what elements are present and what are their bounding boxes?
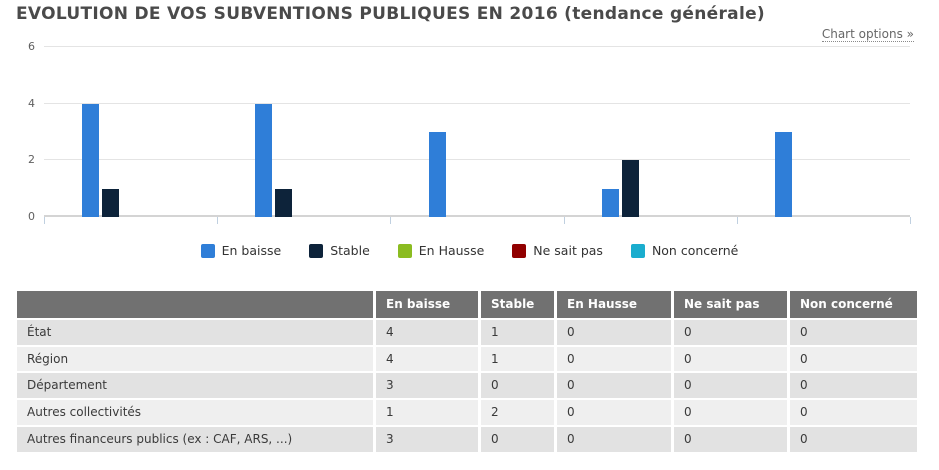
table-cell: 0 xyxy=(557,373,671,399)
legend-label: Ne sait pas xyxy=(533,243,603,258)
legend-item[interactable]: Ne sait pas xyxy=(512,243,603,258)
bar-groups xyxy=(44,47,910,217)
table-cell: 0 xyxy=(790,426,917,452)
bar-stable[interactable] xyxy=(275,188,293,217)
table-cell: 0 xyxy=(557,426,671,452)
table-cell: 0 xyxy=(674,426,787,452)
row-label: Autres collectivités xyxy=(17,400,373,425)
row-label: Région xyxy=(17,346,373,372)
legend-label: En baisse xyxy=(221,243,282,258)
table-row: Département 3 0 0 0 0 xyxy=(17,373,917,399)
table-header: En baisse Stable En Hausse Ne sait pas Non c… xyxy=(17,291,917,318)
chart-legend: En baisse Stable En Hausse Ne sait pas Non c… xyxy=(0,243,939,258)
data-table: En baisse Stable En Hausse Ne sait pas Non c… xyxy=(14,289,920,454)
x-axis-tick xyxy=(736,217,738,224)
table-row: Autres financeurs publics (ex : CAF, ARS… xyxy=(17,426,917,452)
legend-label: Non concerné xyxy=(651,243,739,258)
gridline xyxy=(44,102,910,104)
table-row: État 4 1 0 0 0 xyxy=(17,319,917,345)
bar-en-baisse[interactable] xyxy=(601,188,619,217)
table-cell: 2 xyxy=(481,400,554,425)
plot-area: 0 2 4 6 xyxy=(28,41,911,224)
bar-chart: 0 2 4 6 xyxy=(0,40,939,236)
legend-label: Stable xyxy=(330,243,370,258)
legend-swatch xyxy=(630,243,645,258)
bar-group-2 xyxy=(217,47,390,217)
x-axis-tick xyxy=(390,217,392,224)
legend-label: En Hausse xyxy=(418,243,485,258)
row-label: Département xyxy=(17,373,373,399)
x-axis-tick xyxy=(910,217,911,224)
x-axis-line xyxy=(44,215,910,217)
x-axis-tick xyxy=(44,217,45,224)
table-cell: 0 xyxy=(557,400,671,425)
table-cell: 0 xyxy=(790,400,917,425)
table-cell: 1 xyxy=(481,346,554,372)
gridline xyxy=(44,46,910,47)
table-cell: 0 xyxy=(790,373,917,399)
y-axis-label: 2 xyxy=(28,153,35,167)
row-label: État xyxy=(17,319,373,345)
page-title: EVOLUTION DE VOS SUBVENTIONS PUBLIQUES E… xyxy=(16,4,765,24)
legend-item[interactable]: Stable xyxy=(309,243,370,258)
table-cell: 3 xyxy=(376,373,478,399)
y-axis-label: 0 xyxy=(28,210,35,223)
table-body: État 4 1 0 0 0 Région 4 1 0 0 0 Département 3 0 0 0 0 Autr… xyxy=(17,319,917,452)
column-header-empty xyxy=(17,291,373,318)
table-cell: 1 xyxy=(376,400,478,425)
table-cell: 0 xyxy=(674,373,787,399)
table-header-row: En baisse Stable En Hausse Ne sait pas Non c… xyxy=(17,291,917,318)
table-cell: 0 xyxy=(790,319,917,345)
bar-en-baisse[interactable] xyxy=(255,103,273,217)
table-cell: 4 xyxy=(376,346,478,372)
bar-group-3 xyxy=(390,47,563,217)
column-header: Non concerné xyxy=(790,291,917,318)
chart-options-link[interactable]: Chart options » xyxy=(821,27,914,42)
table-cell: 0 xyxy=(557,346,671,372)
table-cell: 0 xyxy=(481,426,554,452)
x-axis-tick xyxy=(217,217,219,224)
y-axis-label: 6 xyxy=(28,40,35,53)
table-row: Région 4 1 0 0 0 xyxy=(17,346,917,372)
bar-en-baisse[interactable] xyxy=(774,132,792,217)
bar-stable[interactable] xyxy=(621,160,639,217)
x-axis-tick xyxy=(563,217,565,224)
table-cell: 0 xyxy=(674,346,787,372)
legend-swatch xyxy=(200,243,215,258)
table-cell: 0 xyxy=(481,373,554,399)
column-header: Ne sait pas xyxy=(674,291,787,318)
legend-item[interactable]: En Hausse xyxy=(397,243,485,258)
table-cell: 4 xyxy=(376,319,478,345)
legend-item[interactable]: En baisse xyxy=(200,243,282,258)
bar-group-1 xyxy=(44,47,217,217)
bar-group-4 xyxy=(564,47,737,217)
column-header: Stable xyxy=(481,291,554,318)
row-label: Autres financeurs publics (ex : CAF, ARS… xyxy=(17,426,373,452)
bar-group-5 xyxy=(737,47,910,217)
table-cell: 0 xyxy=(674,400,787,425)
bar-en-baisse[interactable] xyxy=(428,132,446,217)
legend-swatch xyxy=(309,243,324,258)
gridline xyxy=(44,159,910,161)
legend-item[interactable]: Non concerné xyxy=(630,243,739,258)
table-cell: 3 xyxy=(376,426,478,452)
bar-stable[interactable] xyxy=(102,188,120,217)
table-cell: 1 xyxy=(481,319,554,345)
table-row: Autres collectivités 1 2 0 0 0 xyxy=(17,400,917,425)
table-cell: 0 xyxy=(790,346,917,372)
legend-swatch xyxy=(397,243,412,258)
column-header: En baisse xyxy=(376,291,478,318)
y-axis-label: 4 xyxy=(28,96,35,110)
table-cell: 0 xyxy=(674,319,787,345)
legend-swatch xyxy=(512,243,527,258)
table-cell: 0 xyxy=(557,319,671,345)
column-header: En Hausse xyxy=(557,291,671,318)
bar-en-baisse[interactable] xyxy=(82,103,100,217)
